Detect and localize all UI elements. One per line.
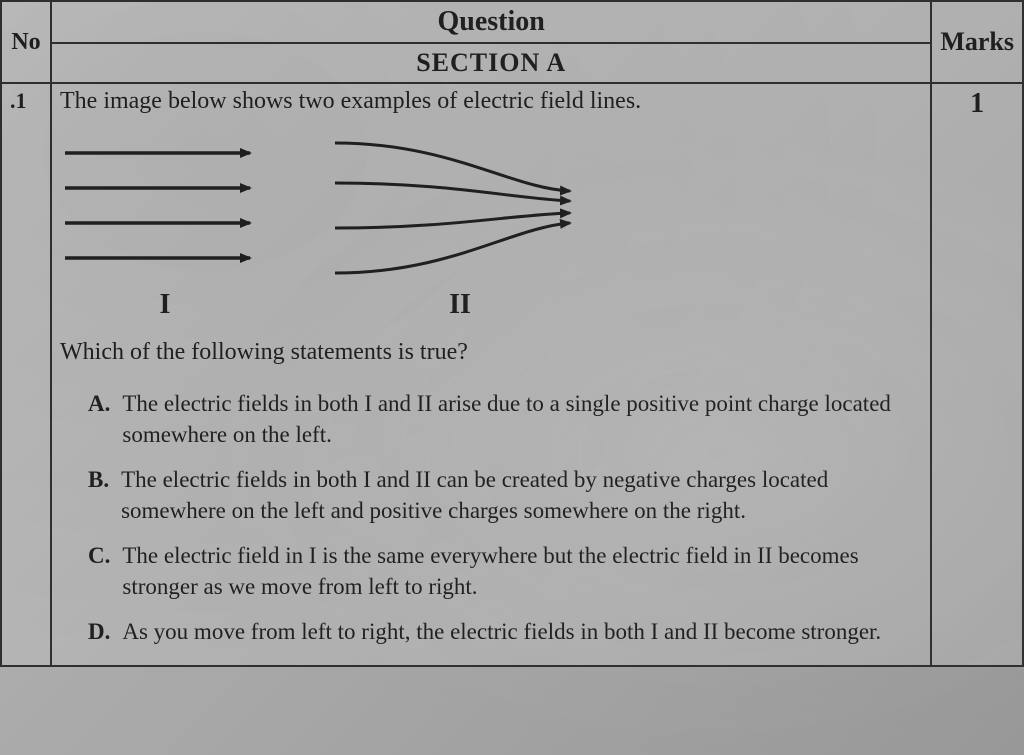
diagram-row: I: [60, 133, 922, 321]
header-marks: Marks: [931, 1, 1023, 83]
question-prompt: Which of the following statements is tru…: [60, 339, 922, 366]
option-letter: A.: [88, 388, 110, 450]
page-wrapper: No Question Marks SECTION A .1 The image…: [0, 0, 1024, 755]
question-stem: The image below shows two examples of el…: [60, 88, 922, 115]
option-a: A. The electric fields in both I and II …: [88, 388, 922, 450]
option-text: The electric field in I is the same ever…: [122, 540, 922, 602]
option-letter: D.: [88, 616, 110, 647]
diagram-1: I: [60, 133, 270, 321]
exam-table: No Question Marks SECTION A .1 The image…: [0, 0, 1024, 667]
diagram-2-label: II: [449, 289, 471, 321]
question-row: .1 The image below shows two examples of…: [1, 83, 1023, 666]
diagram-1-label: I: [160, 289, 171, 321]
header-row: No Question Marks: [1, 1, 1023, 43]
section-row: SECTION A: [1, 43, 1023, 83]
question-content: The image below shows two examples of el…: [51, 83, 931, 666]
header-no: No: [1, 1, 51, 83]
question-marks: 1: [931, 83, 1023, 666]
question-number: .1: [1, 83, 51, 666]
section-label: SECTION A: [51, 43, 931, 83]
option-letter: C.: [88, 540, 110, 602]
option-d: D. As you move from left to right, the e…: [88, 616, 922, 647]
field-lines-parallel-icon: [60, 133, 270, 283]
options-list: A. The electric fields in both I and II …: [60, 388, 922, 647]
option-text: The electric fields in both I and II can…: [121, 464, 922, 526]
header-question: Question: [51, 1, 931, 43]
option-letter: B.: [88, 464, 109, 526]
option-text: As you move from left to right, the elec…: [122, 616, 922, 647]
option-c: C. The electric field in I is the same e…: [88, 540, 922, 602]
field-lines-converging-icon: [330, 133, 590, 283]
diagram-2: II: [330, 133, 590, 321]
option-text: The electric fields in both I and II ari…: [122, 388, 922, 450]
option-b: B. The electric fields in both I and II …: [88, 464, 922, 526]
